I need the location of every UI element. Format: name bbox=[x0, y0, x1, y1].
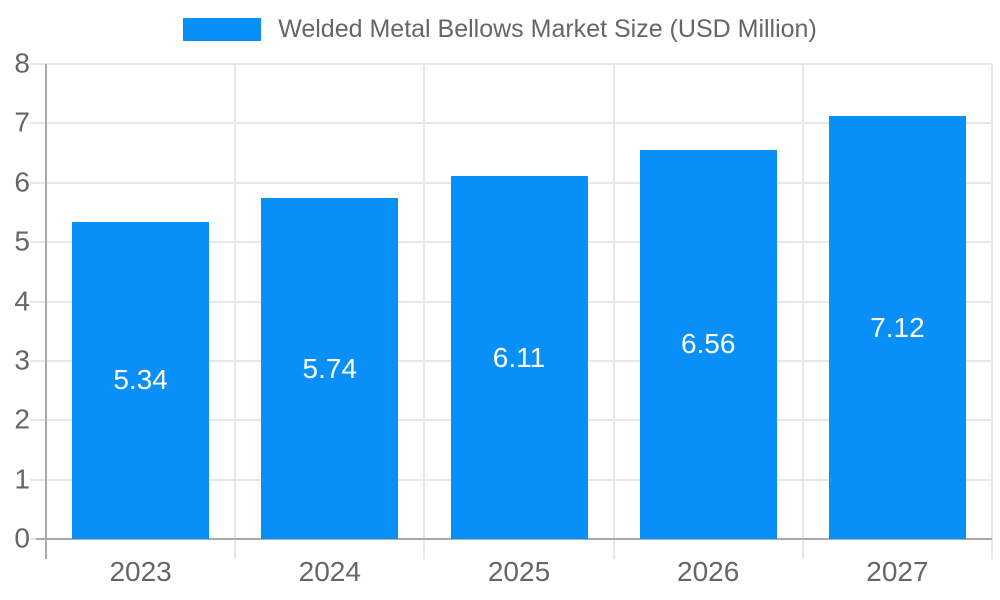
y-tick-mark bbox=[30, 181, 46, 184]
y-tick-mark bbox=[30, 300, 46, 303]
x-axis-tick-label: 2024 bbox=[298, 556, 361, 587]
x-axis-line bbox=[36, 538, 992, 540]
bar-2024[interactable] bbox=[261, 198, 399, 539]
bar-value-label: 6.11 bbox=[492, 341, 546, 373]
x-axis-tick-label: 2025 bbox=[487, 556, 551, 587]
y-axis-tick-label: 2 bbox=[14, 403, 30, 435]
x-gridline bbox=[612, 64, 615, 539]
x-gridline bbox=[234, 64, 237, 539]
y-gridline bbox=[46, 122, 992, 125]
y-axis-tick-label: 8 bbox=[14, 47, 30, 79]
y-tick-mark bbox=[30, 63, 46, 65]
y-axis-line bbox=[45, 64, 47, 559]
y-axis-tick-label: 4 bbox=[14, 284, 30, 316]
x-gridline bbox=[991, 64, 993, 539]
chart-legend: Welded Metal Bellows Market Size (USD Mi… bbox=[0, 14, 1000, 44]
y-tick-mark bbox=[30, 122, 46, 125]
bar-2027[interactable] bbox=[828, 116, 966, 539]
legend-item[interactable]: Welded Metal Bellows Market Size (USD Mi… bbox=[183, 14, 817, 44]
bar-value-label: 5.34 bbox=[113, 364, 168, 396]
x-tick-mark bbox=[801, 539, 804, 559]
x-axis-tick-label: 2027 bbox=[866, 556, 929, 587]
bar-value-label: 6.56 bbox=[680, 328, 736, 360]
bar-2026[interactable] bbox=[639, 149, 777, 539]
x-tick-mark bbox=[991, 539, 993, 559]
x-gridline bbox=[801, 64, 804, 539]
y-axis-tick-label: 6 bbox=[14, 166, 30, 198]
bar-2023[interactable] bbox=[72, 221, 210, 539]
bar-2025[interactable] bbox=[450, 176, 588, 539]
x-tick-mark bbox=[423, 539, 426, 559]
x-axis-tick-label: 2023 bbox=[109, 556, 172, 587]
y-tick-mark bbox=[30, 419, 46, 422]
x-gridline bbox=[423, 64, 426, 539]
y-tick-mark bbox=[30, 478, 46, 481]
x-tick-mark bbox=[612, 539, 615, 559]
x-axis-tick-label: 2026 bbox=[677, 556, 740, 587]
y-tick-mark bbox=[30, 359, 46, 362]
y-axis-tick-label: 0 bbox=[14, 522, 30, 554]
y-axis-tick-label: 3 bbox=[14, 344, 30, 376]
x-tick-mark bbox=[234, 539, 237, 559]
y-tick-mark bbox=[30, 241, 46, 244]
y-axis-tick-label: 5 bbox=[14, 225, 30, 257]
y-axis-tick-label: 7 bbox=[14, 106, 30, 138]
legend-label: Welded Metal Bellows Market Size (USD Mi… bbox=[278, 15, 817, 43]
y-axis-tick-label: 1 bbox=[14, 463, 30, 495]
legend-color-swatch bbox=[183, 17, 262, 41]
y-gridline bbox=[46, 63, 992, 65]
bar-value-label: 5.74 bbox=[302, 352, 358, 384]
bar-value-label: 7.12 bbox=[870, 311, 925, 343]
